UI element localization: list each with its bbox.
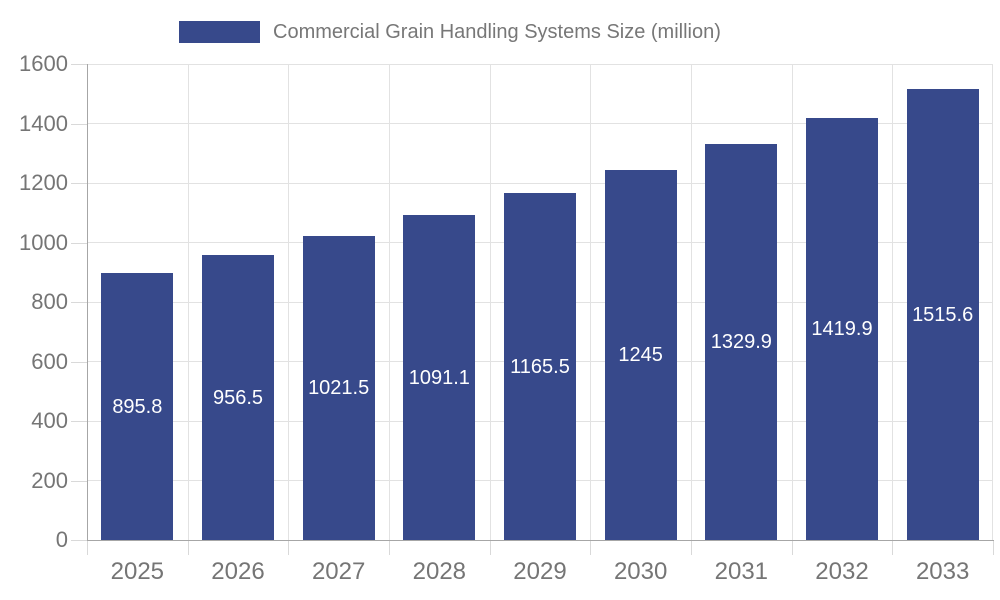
bar-2026[interactable] xyxy=(202,255,274,540)
y-axis-tick-400 xyxy=(71,421,87,422)
gridline-v-5 xyxy=(590,64,592,540)
gridline-v-4 xyxy=(489,64,491,540)
gridline-h-1600 xyxy=(87,63,993,65)
x-axis-tick-4 xyxy=(489,541,491,555)
y-axis-tick-200 xyxy=(71,480,87,482)
bar-2033[interactable] xyxy=(906,89,979,540)
x-axis-label-2031: 2031 xyxy=(714,558,769,585)
x-axis-label-2032: 2032 xyxy=(815,558,869,585)
y-axis-tick-1000 xyxy=(71,242,87,244)
gridline-v-9 xyxy=(992,64,993,540)
y-axis-tick-1400 xyxy=(71,123,87,125)
x-axis-label-2025: 2025 xyxy=(110,558,165,585)
y-axis-label-1600: 1600 xyxy=(19,51,68,76)
gridline-v-7 xyxy=(791,64,793,540)
bar-2027[interactable] xyxy=(302,236,375,540)
x-axis-tick-6 xyxy=(691,541,692,555)
x-axis-tick-9 xyxy=(993,541,994,555)
x-axis-label-2028: 2028 xyxy=(412,558,467,585)
legend-swatch xyxy=(179,21,260,43)
y-axis-label-1400: 1400 xyxy=(19,110,68,136)
gridline-h-1400 xyxy=(87,123,993,124)
gridline-v-3 xyxy=(389,64,390,540)
gridline-v-6 xyxy=(691,64,692,540)
y-axis-label-1200: 1200 xyxy=(19,170,68,195)
plot-area: 895.8 956.5 1021.5 1091.1 1165.5 1245 1329.9 14… xyxy=(87,63,993,540)
y-axis-label-1000: 1000 xyxy=(19,229,68,255)
x-axis-label-2027: 2027 xyxy=(311,558,366,585)
gridline-v-2 xyxy=(288,64,290,540)
y-axis-label-800: 800 xyxy=(31,289,68,314)
y-axis-tick-0 xyxy=(71,540,87,541)
y-axis-label-400: 400 xyxy=(31,408,68,433)
bar-2029[interactable] xyxy=(504,193,576,540)
bar-2028[interactable] xyxy=(403,215,476,540)
x-axis-tick-8 xyxy=(892,541,894,555)
y-axis-tick-1600 xyxy=(71,64,87,65)
y-axis-line xyxy=(87,64,88,541)
x-axis-label-2029: 2029 xyxy=(513,558,567,585)
x-axis-line xyxy=(87,540,994,541)
x-axis-tick-5 xyxy=(590,541,592,555)
x-axis-label-2033: 2033 xyxy=(915,558,970,585)
x-axis-label-2026: 2026 xyxy=(211,558,265,585)
x-axis-tick-7 xyxy=(791,541,793,555)
bar-2032[interactable] xyxy=(806,117,878,540)
x-axis-tick-2 xyxy=(288,541,290,555)
gridline-h-1200 xyxy=(87,182,993,184)
y-axis-label-0: 0 xyxy=(55,527,68,552)
y-axis-tick-1200 xyxy=(71,183,87,184)
x-axis-tick-0 xyxy=(87,541,88,555)
gridline-v-8 xyxy=(892,64,894,540)
legend-item[interactable]: Commercial Grain Handling Systems Size (… xyxy=(179,20,721,44)
legend-label: Commercial Grain Handling Systems Size (… xyxy=(273,21,721,43)
bar-2031[interactable] xyxy=(705,144,778,540)
x-axis-tick-1 xyxy=(187,541,189,555)
gridline-v-1 xyxy=(187,64,189,540)
bar-2025[interactable] xyxy=(101,273,174,540)
y-axis-tick-800 xyxy=(71,302,87,303)
x-axis-label-2030: 2030 xyxy=(613,558,668,585)
y-axis-label-200: 200 xyxy=(31,467,68,493)
y-axis-tick-600 xyxy=(71,361,87,363)
x-axis-tick-3 xyxy=(389,541,390,555)
bar-2030[interactable] xyxy=(604,169,677,540)
y-axis-label-600: 600 xyxy=(31,348,68,374)
